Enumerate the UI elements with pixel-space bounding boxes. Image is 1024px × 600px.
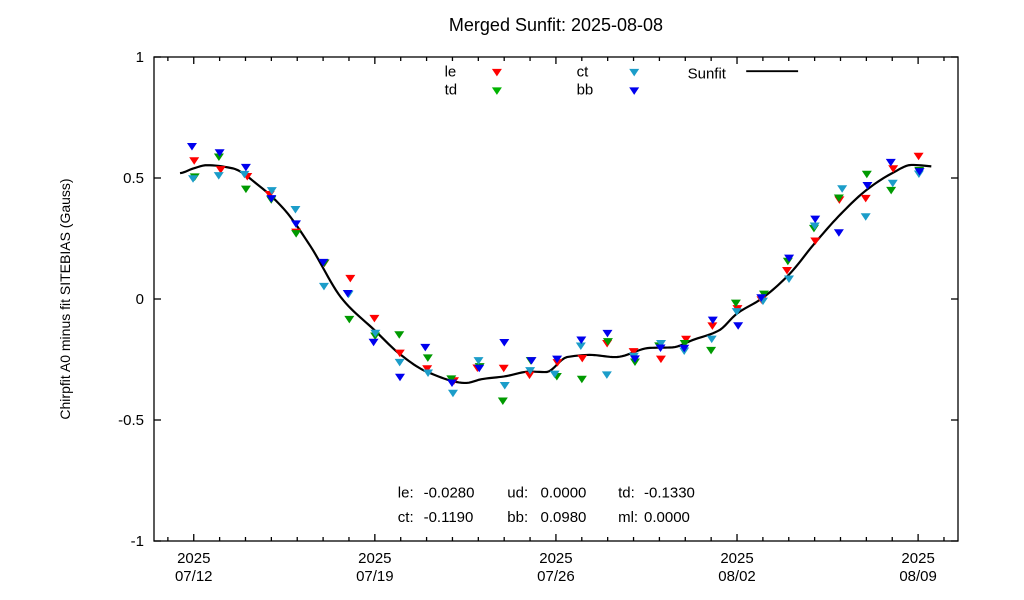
svg-text:Sunfit: Sunfit	[688, 66, 727, 83]
svg-text:ct:: ct:	[398, 509, 414, 526]
svg-text:0.0000: 0.0000	[644, 509, 690, 526]
svg-text:2025: 2025	[720, 550, 753, 567]
svg-text:ct: ct	[577, 64, 590, 81]
svg-text:ud:: ud:	[507, 485, 528, 502]
svg-text:td:: td:	[618, 485, 635, 502]
svg-text:-0.0280: -0.0280	[424, 485, 475, 502]
svg-text:0.5: 0.5	[123, 170, 144, 187]
svg-text:Chirpfit A0 minus fit SITEBIAS: Chirpfit A0 minus fit SITEBIAS (Gauss)	[57, 178, 73, 419]
svg-text:2025: 2025	[901, 550, 934, 567]
svg-text:0.0980: 0.0980	[541, 509, 587, 526]
svg-text:0.0000: 0.0000	[541, 485, 587, 502]
svg-text:bb:: bb:	[507, 509, 528, 526]
svg-text:07/19: 07/19	[356, 568, 394, 585]
svg-text:-1: -1	[131, 533, 144, 550]
svg-text:ml:: ml:	[618, 509, 638, 526]
svg-text:1: 1	[136, 49, 144, 66]
svg-text:Merged Sunfit: 2025-08-08: Merged Sunfit: 2025-08-08	[449, 15, 663, 35]
svg-text:0: 0	[136, 291, 144, 308]
svg-text:2025: 2025	[358, 550, 391, 567]
svg-text:07/12: 07/12	[175, 568, 213, 585]
svg-text:2025: 2025	[539, 550, 572, 567]
svg-text:07/26: 07/26	[537, 568, 575, 585]
svg-text:-0.1330: -0.1330	[644, 485, 695, 502]
svg-text:td: td	[445, 82, 458, 99]
svg-text:-0.1190: -0.1190	[424, 509, 474, 526]
svg-text:le: le	[445, 64, 457, 81]
svg-text:08/09: 08/09	[899, 568, 937, 585]
svg-text:le:: le:	[398, 485, 414, 502]
svg-text:2025: 2025	[177, 550, 210, 567]
svg-text:08/02: 08/02	[718, 568, 756, 585]
svg-text:-0.5: -0.5	[118, 412, 144, 429]
svg-text:bb: bb	[577, 82, 594, 99]
